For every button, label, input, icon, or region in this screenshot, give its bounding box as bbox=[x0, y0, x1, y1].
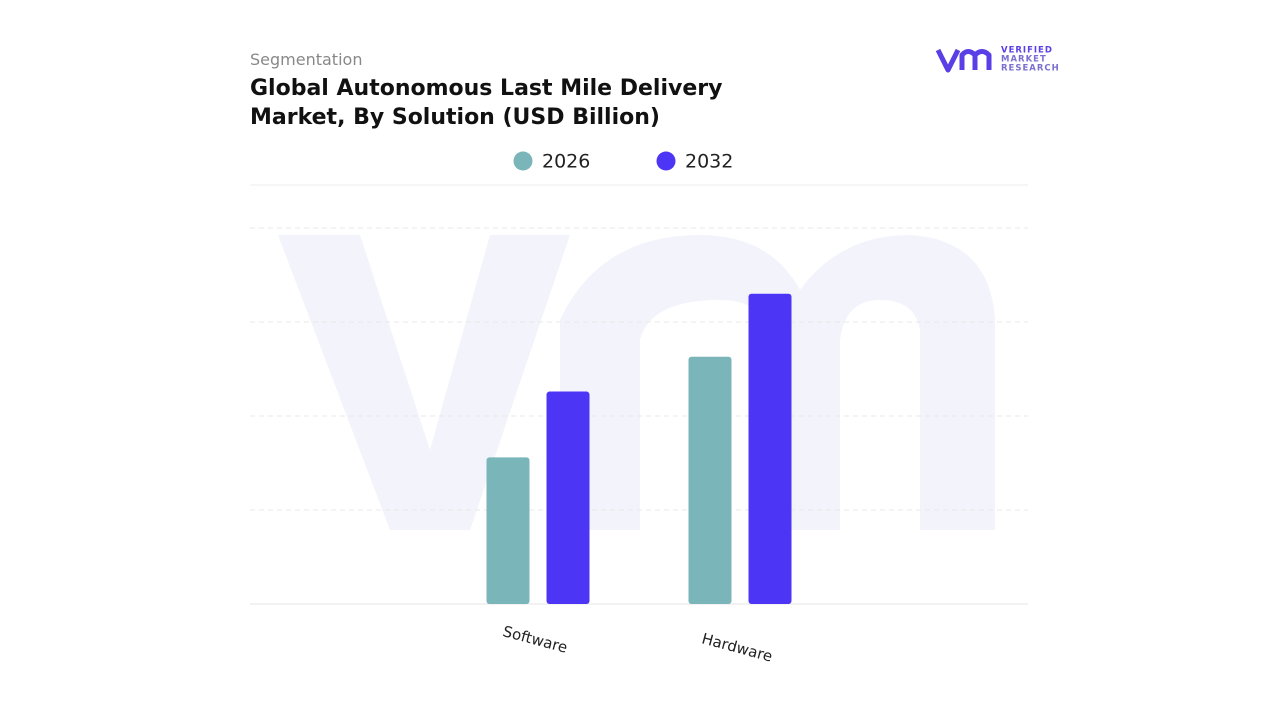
bar bbox=[486, 457, 530, 604]
legend-marker bbox=[656, 151, 676, 171]
logo-text: RESEARCH bbox=[1001, 64, 1060, 74]
bar bbox=[546, 391, 590, 604]
bar bbox=[688, 356, 732, 604]
legend-marker bbox=[513, 151, 533, 171]
logo-icon bbox=[935, 48, 992, 73]
bar bbox=[748, 293, 792, 604]
kicker: Segmentation bbox=[250, 50, 363, 69]
x-tick-label: Software bbox=[501, 622, 570, 657]
logo-text: VERIFIED bbox=[1001, 46, 1053, 56]
legend-label: 2026 bbox=[542, 151, 590, 173]
x-tick-label: Hardware bbox=[700, 629, 775, 665]
logo-text: MARKET bbox=[1001, 55, 1047, 65]
legend-label: 2032 bbox=[685, 151, 733, 173]
watermark bbox=[278, 235, 995, 530]
chart-title: Global Autonomous Last Mile Delivery Mar… bbox=[250, 76, 723, 130]
